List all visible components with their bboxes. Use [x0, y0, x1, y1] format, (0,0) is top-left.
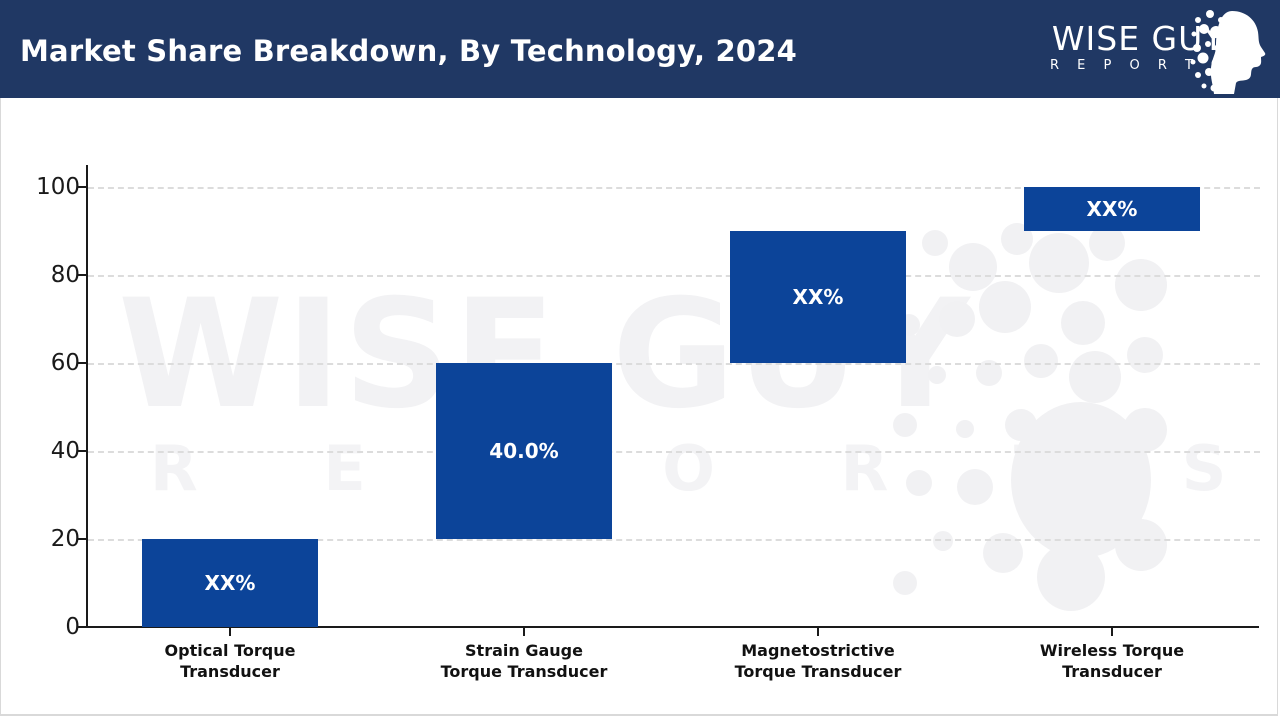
y-tick-40	[78, 450, 86, 452]
y-tick-label: 0	[65, 614, 80, 640]
y-tick-label: 80	[50, 262, 80, 288]
x-axis-spine	[86, 626, 1259, 628]
bar-segment: XX%	[730, 231, 906, 363]
x-tick	[1111, 628, 1113, 636]
watermark-face-dots	[874, 223, 1167, 611]
bar-value-label: XX%	[792, 285, 844, 309]
y-tick-label: 100	[36, 174, 80, 200]
x-tick	[229, 628, 231, 636]
bar-segment: XX%	[1024, 187, 1200, 231]
y-tick-label: 40	[50, 438, 80, 464]
y-tick-100	[78, 186, 86, 188]
page-title: Market Share Breakdown, By Technology, 2…	[20, 34, 798, 68]
bar-segment: 40.0%	[436, 363, 612, 539]
wiseguy-face-icon	[1190, 10, 1266, 94]
x-category-label: Wireless Torque Transducer	[1039, 641, 1185, 681]
x-tick	[523, 628, 525, 636]
x-category-label: Optical Torque Transducer	[164, 641, 296, 681]
brand-subtitle: R E P O R T S	[1050, 58, 1227, 73]
brand-logo: WISE GUY R E P O R T S	[1016, 6, 1266, 94]
y-tick-label: 60	[50, 350, 80, 376]
bar-value-label: 40.0%	[489, 439, 559, 463]
x-category-label: Strain Gauge Torque Transducer	[440, 641, 608, 681]
bar-value-label: XX%	[1086, 197, 1138, 221]
x-category-label: Magnetostrictive Torque Transducer	[734, 641, 902, 681]
y-tick-20	[78, 538, 86, 540]
y-tick-60	[78, 362, 86, 364]
gridline-60	[88, 363, 1260, 365]
y-axis-spine	[86, 165, 88, 628]
gridline-20	[88, 539, 1260, 541]
gridline-80	[88, 275, 1260, 277]
gridline-40	[88, 451, 1260, 453]
y-tick-80	[78, 274, 86, 276]
gridline-100	[88, 187, 1260, 189]
bar-segment: XX%	[142, 539, 318, 627]
x-tick	[817, 628, 819, 636]
y-tick-label: 20	[50, 526, 80, 552]
bar-value-label: XX%	[204, 571, 256, 595]
y-tick-0	[78, 626, 86, 628]
header-bar: Market Share Breakdown, By Technology, 2…	[0, 0, 1280, 98]
